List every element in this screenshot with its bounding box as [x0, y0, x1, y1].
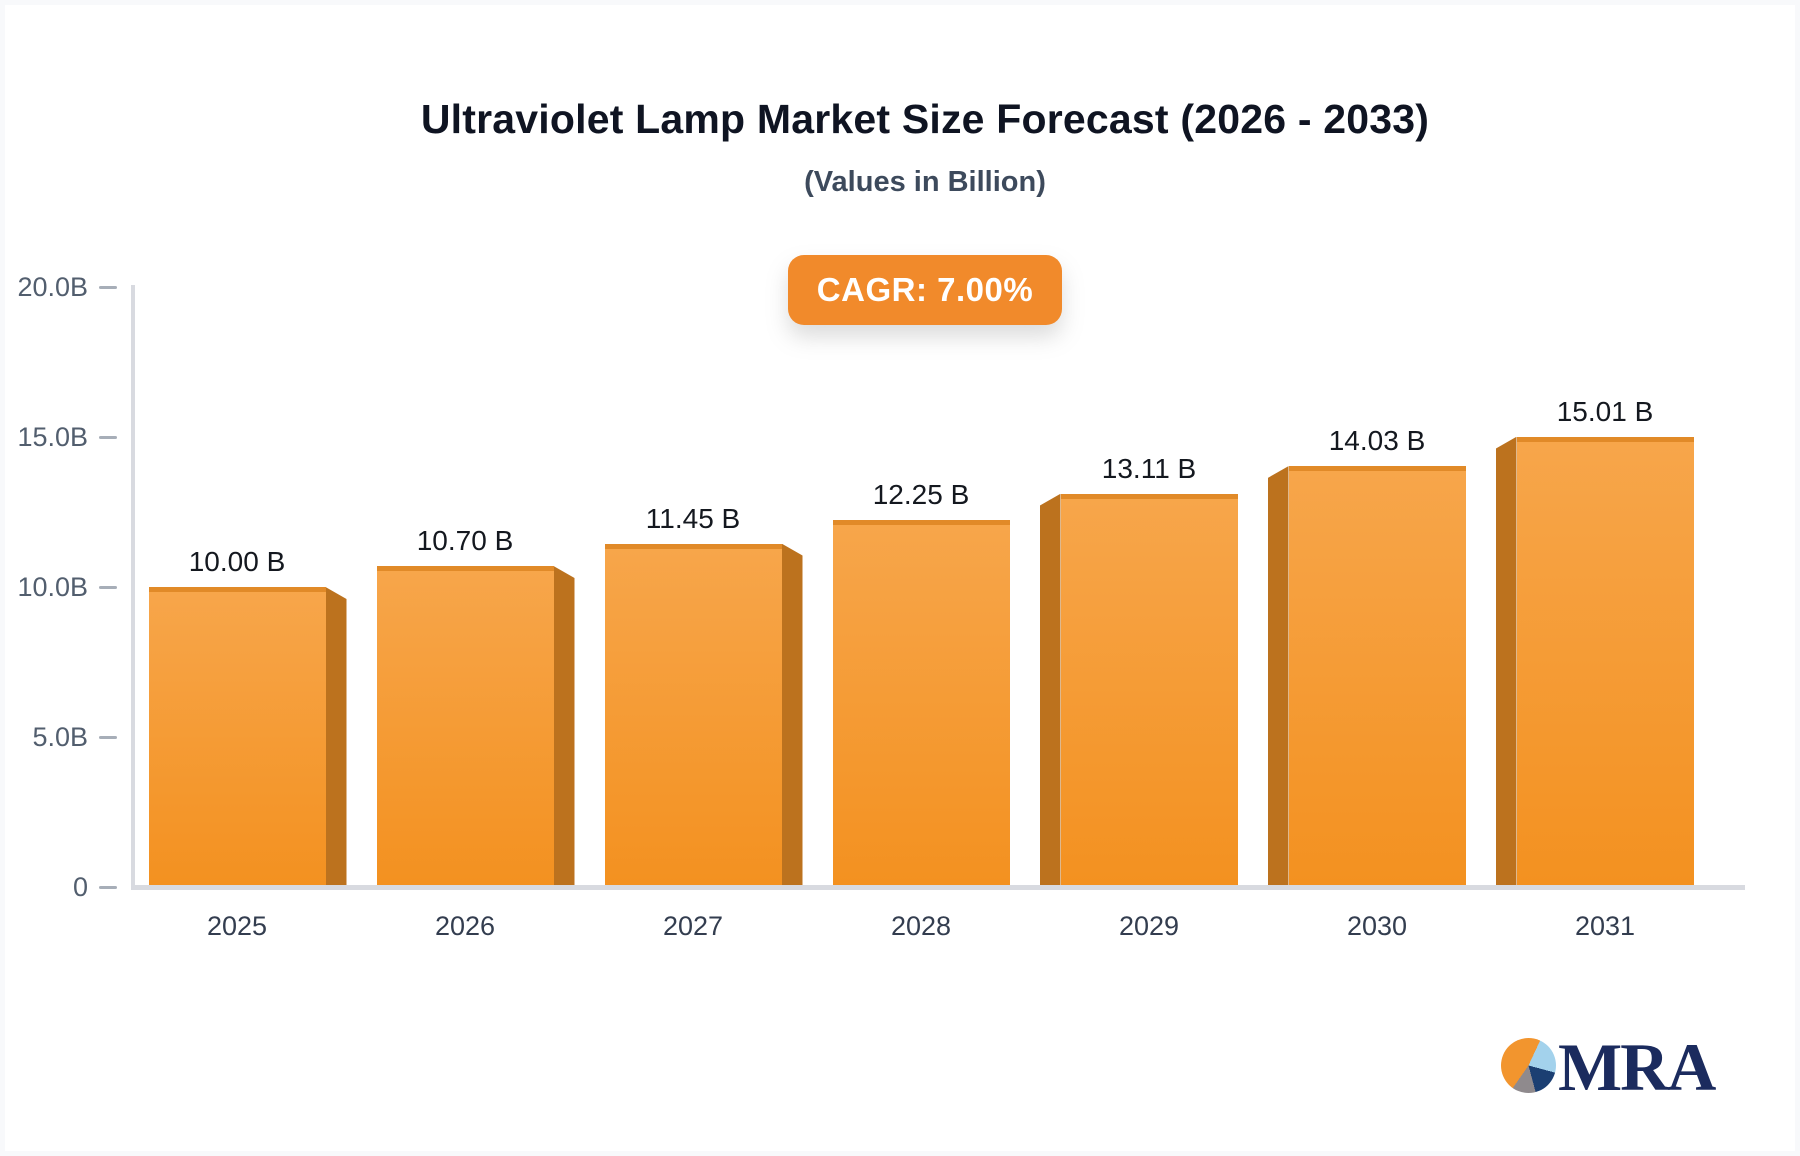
- x-tick-label-2029: 2029: [1118, 911, 1180, 941]
- bar-side-2025: [325, 587, 347, 885]
- chart-subtitle: (Values in Billion): [804, 166, 1046, 198]
- y-tick-label-0: 0: [72, 872, 88, 902]
- bar-2031: [1516, 436, 1694, 885]
- bar-top-edge: [1288, 466, 1466, 472]
- bar-side-2026: [553, 566, 575, 885]
- mra-logo: MRA: [1501, 1029, 1716, 1105]
- y-tick-mark: [99, 586, 117, 589]
- x-tick-label-2025: 2025: [206, 911, 268, 941]
- bar-top-edge: [604, 543, 782, 549]
- bar-top-edge: [832, 519, 1010, 525]
- bar-side-2029: [1039, 493, 1061, 885]
- y-tick-mark: [99, 436, 117, 439]
- x-tick-label-2027: 2027: [662, 911, 724, 941]
- y-tick-label-15.0B: 15.0B: [17, 422, 88, 452]
- bar-value-label-2026: 10.70 B: [416, 525, 514, 556]
- bar-value-label-2029: 13.11 B: [1101, 452, 1197, 484]
- bar-2026: [376, 566, 554, 885]
- bar-value-label-2028: 12.25 B: [872, 478, 970, 510]
- y-tick-mark: [99, 736, 117, 739]
- bar-value-label-2027: 11.45 B: [645, 502, 741, 534]
- cagr-badge: CAGR: 7.00%: [788, 255, 1062, 325]
- bar-2030: [1288, 466, 1466, 885]
- mra-logo-pie-icon: [1501, 1038, 1556, 1093]
- y-tick-label-20.0B: 20.0B: [17, 272, 88, 302]
- mra-logo-text: MRA: [1558, 1029, 1716, 1105]
- bar-value-label-2031: 15.01 B: [1556, 395, 1654, 427]
- bar-top-edge: [1516, 436, 1694, 442]
- x-axis-baseline: [131, 885, 1745, 890]
- y-tick-label-5.0B: 5.0B: [32, 722, 88, 752]
- bar-value-label-2030: 14.03 B: [1328, 425, 1426, 457]
- chart-title: Ultraviolet Lamp Market Size Forecast (2…: [420, 96, 1430, 142]
- x-tick-label-2030: 2030: [1346, 911, 1408, 941]
- y-tick-label-10.0B: 10.0B: [17, 572, 88, 602]
- y-axis-line: [131, 285, 135, 890]
- bar-2025: [148, 587, 326, 885]
- bar-side-2031: [1495, 436, 1517, 885]
- bar-2027: [604, 543, 782, 885]
- bar-2028: [832, 519, 1010, 885]
- x-tick-label-2026: 2026: [434, 911, 496, 941]
- bar-value-label-2025: 10.00 B: [188, 546, 286, 577]
- bar-side-2027: [781, 543, 803, 885]
- bar-top-edge: [148, 587, 326, 592]
- bar-top-edge: [376, 566, 554, 571]
- x-tick-label-2031: 2031: [1574, 911, 1636, 941]
- cagr-badge-label: CAGR: 7.00%: [816, 271, 1034, 308]
- x-tick-label-2028: 2028: [890, 911, 952, 941]
- y-tick-mark: [99, 286, 117, 289]
- y-tick-mark: [99, 886, 117, 889]
- bar-side-2030: [1267, 466, 1289, 885]
- bar-top-edge: [1060, 493, 1238, 499]
- bar-2029: [1060, 493, 1238, 885]
